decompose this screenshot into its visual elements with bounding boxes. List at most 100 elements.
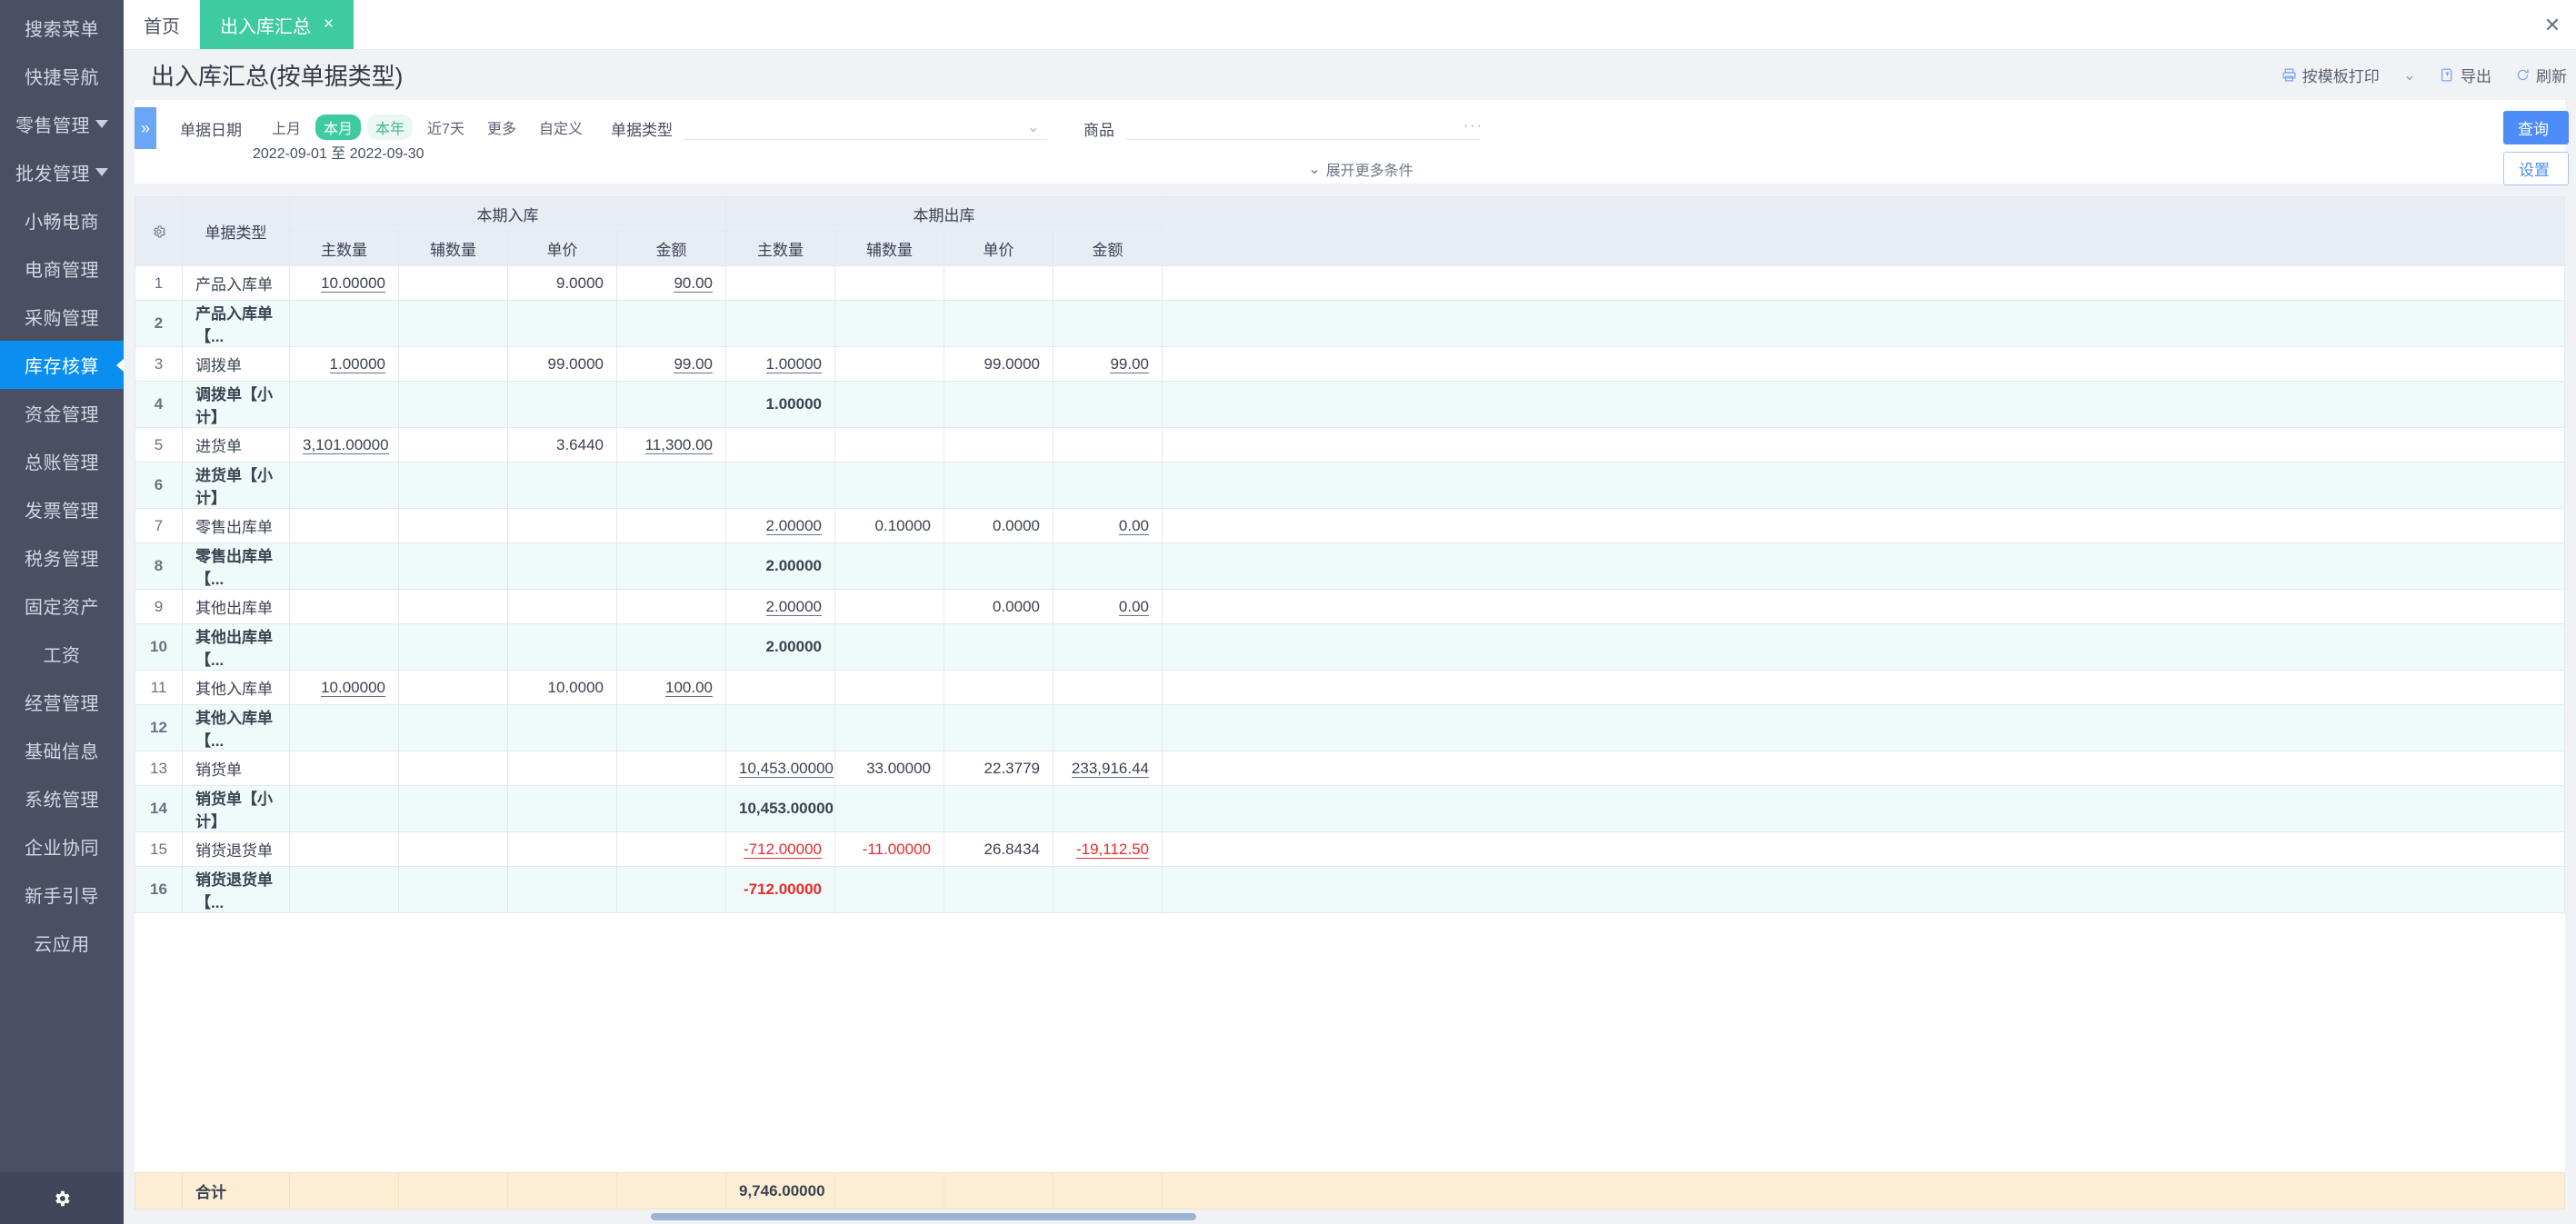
drill-down-link[interactable]: -712.00000 (743, 840, 822, 859)
sidebar-item-9[interactable]: 总账管理 (0, 437, 124, 485)
cell-out-qty[interactable]: 2.00000 (725, 508, 835, 543)
chevron-down-icon[interactable]: ⌄ (2402, 65, 2416, 84)
table-row[interactable]: 8 零售出库单【... 2.00000 (135, 542, 2565, 590)
table-row[interactable]: 6 进货单【小计】 (135, 462, 2565, 509)
table-row[interactable]: 3 调拨单 1.00000 99.0000 99.00 1.00000 99.0000 99.… (135, 346, 2565, 382)
drill-down-link[interactable]: 10.00000 (321, 678, 385, 697)
col-header-in-2[interactable]: 单价 (507, 231, 617, 266)
sidebar-item-10[interactable]: 发票管理 (0, 485, 124, 533)
drill-down-link[interactable]: 0.00 (1118, 516, 1149, 535)
sidebar-item-3[interactable]: 批发管理 (0, 148, 124, 196)
drill-down-link[interactable]: 2.00000 (765, 516, 822, 535)
sidebar-item-0[interactable]: 搜索菜单 (0, 4, 124, 52)
cell-out-amt[interactable]: 0.00 (1053, 589, 1163, 624)
table-row[interactable]: 14 销货单【小计】 10,453.00000 (135, 785, 2565, 832)
product-search-input[interactable] (1125, 114, 1480, 140)
chevron-down-icon[interactable]: ⌄ (1027, 120, 1040, 135)
sidebar-item-5[interactable]: 电商管理 (0, 244, 124, 293)
date-chip-1[interactable]: 本月 (315, 114, 362, 140)
cell-out-amt[interactable]: 99.00 (1053, 346, 1163, 382)
cell-out-qty[interactable]: 2.00000 (725, 589, 835, 624)
query-button[interactable]: 查询 (2503, 111, 2569, 144)
col-header-in-3[interactable]: 金额 (616, 231, 726, 266)
table-row[interactable]: 12 其他入库单【... (135, 704, 2565, 751)
sidebar-item-18[interactable]: 新手引导 (0, 871, 124, 919)
table-row[interactable]: 15 销货退货单 -712.00000 -11.00000 26.8434 -19,112… (135, 831, 2565, 867)
col-header-in-0[interactable]: 主数量 (289, 231, 399, 266)
scrollbar-thumb[interactable] (651, 1213, 1196, 1220)
cell-out-qty[interactable]: 1.00000 (725, 346, 835, 382)
sidebar-item-4[interactable]: 小畅电商 (0, 196, 124, 244)
drill-down-link[interactable]: 1.00000 (765, 354, 822, 373)
date-chip-5[interactable]: 自定义 (538, 122, 583, 137)
cell-out-qty[interactable]: -712.00000 (725, 831, 835, 867)
print-template-button[interactable]: 按模板打印 (2281, 64, 2380, 86)
col-header-out-1[interactable]: 辅数量 (834, 231, 944, 266)
table-row[interactable]: 9 其他出库单 2.00000 0.0000 0.00 (135, 589, 2565, 624)
table-row[interactable]: 1 产品入库单 10.00000 9.0000 90.00 (135, 265, 2565, 301)
cell-in-qty[interactable]: 10.00000 (289, 670, 399, 705)
sidebar-item-2[interactable]: 零售管理 (0, 100, 124, 148)
drill-down-link[interactable]: 1.00000 (329, 354, 385, 373)
date-chip-0[interactable]: 上月 (272, 122, 302, 137)
export-button[interactable]: 导出 (2440, 64, 2491, 86)
sidebar-item-6[interactable]: 采购管理 (0, 293, 124, 341)
drill-down-link[interactable]: 90.00 (674, 274, 713, 293)
table-row[interactable]: 2 产品入库单【... (135, 300, 2565, 347)
tab-inout-summary[interactable]: 出入库汇总 × (200, 0, 354, 49)
horizontal-scrollbar[interactable] (124, 1209, 2576, 1224)
sidebar-item-15[interactable]: 基础信息 (0, 726, 124, 774)
sidebar-item-16[interactable]: 系统管理 (0, 774, 124, 822)
date-chip-3[interactable]: 近7天 (427, 122, 464, 137)
table-row[interactable]: 10 其他出库单【... 2.00000 (135, 623, 2565, 671)
sidebar-item-1[interactable]: 快捷导航 (0, 52, 124, 100)
column-settings-button[interactable] (135, 196, 183, 266)
date-chip-2[interactable]: 本年 (367, 114, 414, 140)
window-close-icon[interactable]: ✕ (2543, 13, 2561, 36)
cell-out-amt[interactable]: 233,916.44 (1053, 751, 1163, 786)
sidebar-item-7[interactable]: 库存核算 (0, 341, 124, 389)
chevron-down-icon[interactable] (95, 120, 108, 128)
table-row[interactable]: 4 调拨单【小计】 1.00000 (135, 381, 2565, 428)
cell-out-amt[interactable]: 0.00 (1053, 508, 1163, 543)
drill-down-link[interactable]: 233,916.44 (1071, 759, 1149, 778)
drill-down-link[interactable]: 10,453.00000 (739, 759, 834, 778)
cell-out-qty[interactable]: 10,453.00000 (725, 751, 835, 786)
sidebar-item-8[interactable]: 资金管理 (0, 389, 124, 437)
drill-down-link[interactable]: 0.00 (1118, 597, 1149, 616)
drill-down-link[interactable]: 99.00 (1110, 354, 1149, 373)
cell-in-amt[interactable]: 90.00 (616, 265, 726, 301)
sidebar-settings-button[interactable] (0, 1172, 124, 1224)
drill-down-link[interactable]: 2.00000 (765, 597, 822, 616)
sidebar-item-12[interactable]: 固定资产 (0, 582, 124, 630)
table-row[interactable]: 7 零售出库单 2.00000 0.10000 0.0000 0.00 (135, 508, 2565, 543)
drill-down-link[interactable]: 99.00 (674, 354, 713, 373)
close-icon[interactable]: × (324, 15, 334, 34)
drill-down-link[interactable]: 11,300.00 (644, 435, 713, 454)
drill-down-link[interactable]: 100.00 (665, 678, 713, 697)
drill-down-link[interactable]: -19,112.50 (1075, 840, 1149, 859)
col-header-in-1[interactable]: 辅数量 (398, 231, 508, 266)
doctype-select-input[interactable] (684, 114, 1047, 140)
cell-in-qty[interactable]: 10.00000 (289, 265, 399, 301)
date-range-value[interactable]: 2022-09-01 至 2022-09-30 (253, 146, 424, 162)
sidebar-item-19[interactable]: 云应用 (0, 919, 124, 967)
more-options-icon[interactable]: ··· (1463, 118, 1483, 134)
cell-out-amt[interactable]: -19,112.50 (1053, 831, 1163, 867)
refresh-button[interactable]: 刷新 (2515, 64, 2567, 86)
sidebar-item-13[interactable]: 工资 (0, 630, 124, 678)
drill-down-link[interactable]: 10.00000 (321, 274, 385, 293)
col-header-doc-type[interactable]: 单据类型 (182, 196, 290, 266)
settings-button[interactable]: 设置 (2503, 152, 2569, 185)
cell-in-amt[interactable]: 11,300.00 (616, 427, 726, 463)
col-header-out-2[interactable]: 单价 (944, 231, 1053, 266)
table-row[interactable]: 5 进货单 3,101.00000 3.6440 11,300.00 (135, 427, 2565, 463)
drill-down-link[interactable]: 3,101.00000 (303, 435, 389, 454)
collapse-filters-button[interactable]: » (135, 107, 156, 149)
col-header-out-3[interactable]: 金额 (1053, 231, 1163, 266)
cell-in-amt[interactable]: 99.00 (616, 346, 726, 382)
expand-more-conditions-button[interactable]: ⌄ 展开更多条件 (1308, 158, 1413, 180)
table-row[interactable]: 11 其他入库单 10.00000 10.0000 100.00 (135, 670, 2565, 705)
table-row[interactable]: 13 销货单 10,453.00000 33.00000 22.3779 233,916.… (135, 751, 2565, 786)
date-chip-4[interactable]: 更多 (486, 122, 516, 137)
